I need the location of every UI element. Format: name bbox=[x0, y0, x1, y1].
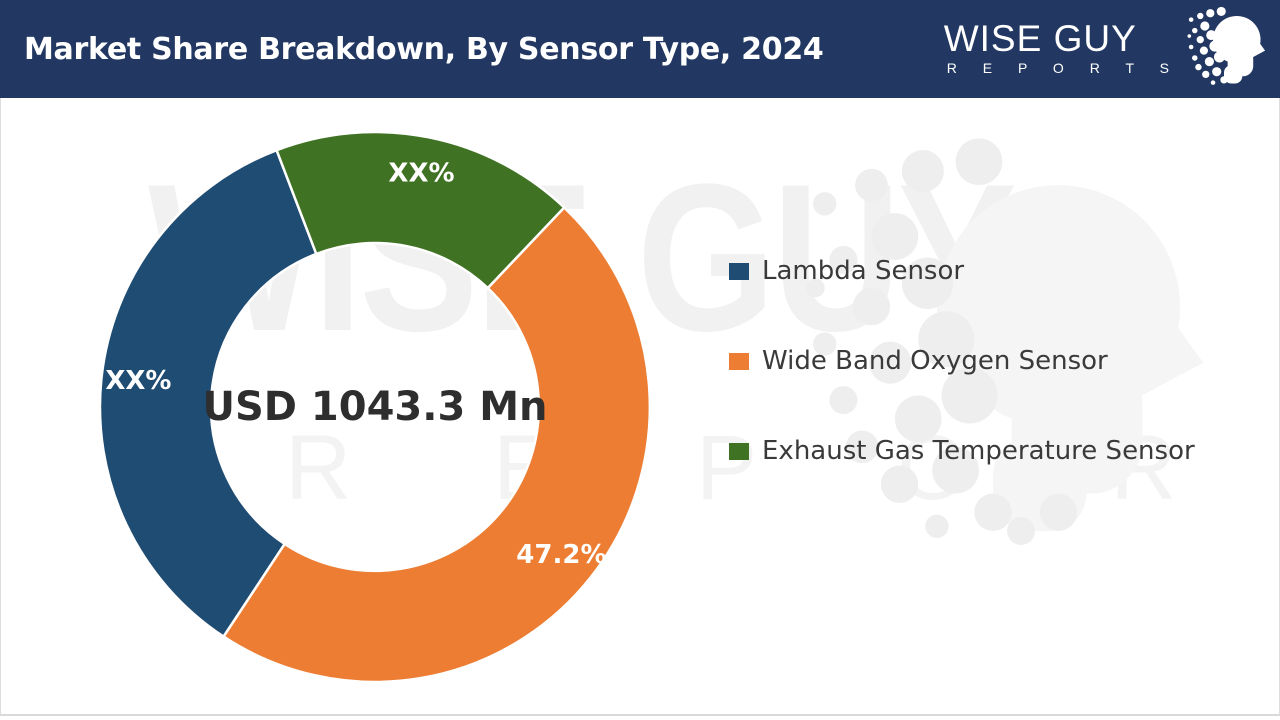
legend-swatch-1 bbox=[729, 352, 749, 370]
legend: Lambda Sensor Wide Band Oxygen Sensor Exha… bbox=[729, 254, 1195, 524]
wise-guy-logo: WISE GUY R E P O R T S bbox=[944, 6, 1266, 88]
legend-label-1: Wide Band Oxygen Sensor bbox=[762, 346, 1108, 376]
segment-value-label-2: XX% bbox=[388, 159, 454, 189]
logo-subtitle: R E P O R T S bbox=[946, 59, 1180, 76]
legend-label-0: Lambda Sensor bbox=[762, 256, 965, 286]
chart-area: WISE GUY R E P O R T S bbox=[0, 98, 1280, 720]
legend-swatch-2 bbox=[729, 442, 749, 460]
logo-wordmark: WISE GUY bbox=[943, 17, 1137, 59]
logo-head-icon bbox=[1187, 6, 1266, 85]
segment-value-label-0: XX% bbox=[105, 366, 171, 396]
logo-text: WISE GUY R E P O R T S bbox=[943, 17, 1180, 76]
segment-value-label-1: 47.2% bbox=[516, 540, 606, 570]
watermark-head-icon bbox=[806, 138, 1204, 545]
legend-item-0: Lambda Sensor bbox=[729, 254, 1195, 288]
chart-title: Market Share Breakdown, By Sensor Type, … bbox=[24, 31, 824, 67]
left-border-line bbox=[0, 98, 1, 716]
bottom-divider bbox=[0, 714, 1280, 716]
donut-segment-0 bbox=[98, 148, 318, 638]
header: Market Share Breakdown, By Sensor Type, … bbox=[0, 0, 1280, 98]
legend-swatch-0 bbox=[729, 262, 749, 280]
legend-item-2: Exhaust Gas Temperature Sensor bbox=[729, 434, 1195, 468]
donut-center-value: USD 1043.3 Mn bbox=[202, 384, 548, 430]
legend-item-1: Wide Band Oxygen Sensor bbox=[729, 344, 1195, 378]
legend-label-2: Exhaust Gas Temperature Sensor bbox=[762, 436, 1195, 466]
donut-segment-2 bbox=[275, 130, 566, 290]
donut-segment-1 bbox=[222, 206, 652, 684]
